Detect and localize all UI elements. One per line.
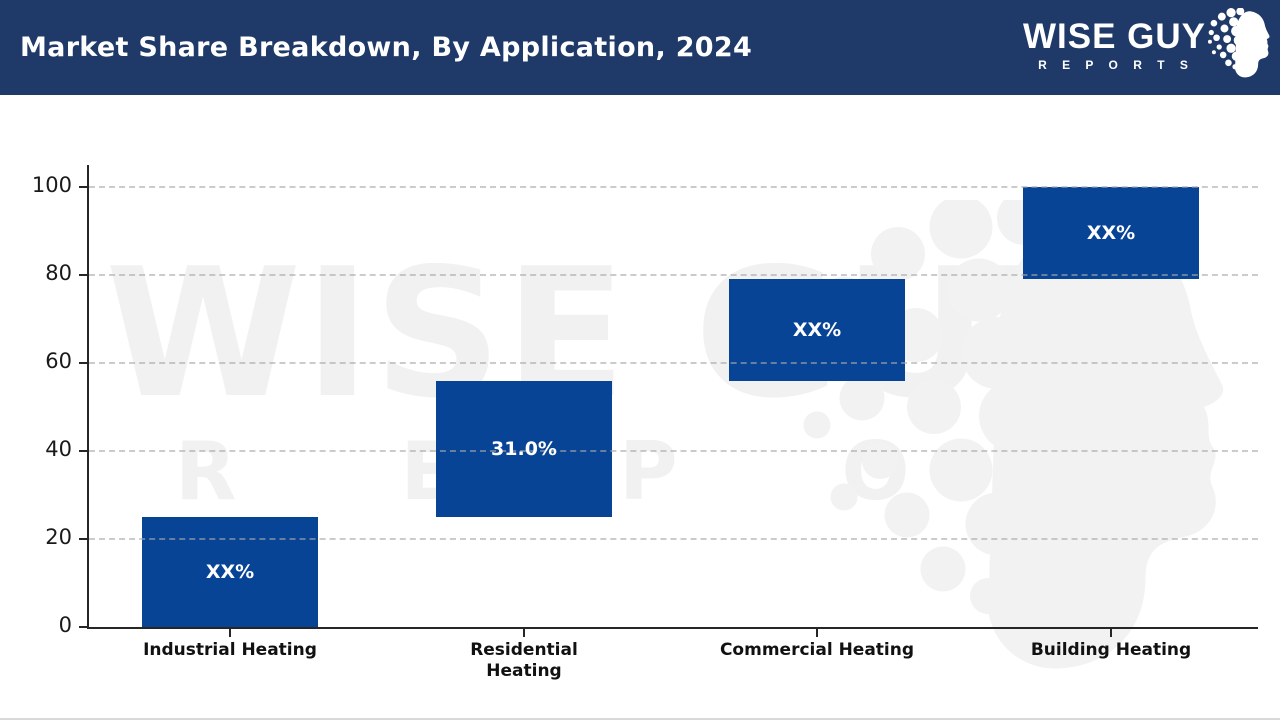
y-axis-tick: [79, 186, 87, 188]
y-axis-line: [87, 165, 89, 629]
x-axis-tick: [1110, 629, 1112, 637]
gridline: [89, 274, 1258, 276]
bar-segment: [1023, 187, 1199, 280]
y-axis-tick-label: 60: [45, 349, 72, 373]
y-axis-tick: [79, 362, 87, 364]
brand-logo-subtitle: R E P O R T S: [1038, 57, 1194, 72]
x-axis-category-label: Industrial Heating: [143, 640, 317, 660]
header-bar: Market Share Breakdown, By Application, …: [0, 0, 1280, 95]
x-axis-tick: [816, 629, 818, 637]
y-axis-tick: [79, 538, 87, 540]
y-axis-tick: [79, 626, 87, 628]
page-title: Market Share Breakdown, By Application, …: [20, 32, 753, 63]
y-axis-tick: [79, 274, 87, 276]
x-axis-category-label: Building Heating: [1030, 640, 1192, 660]
x-axis-tick: [229, 629, 231, 637]
gridline: [89, 450, 1258, 452]
y-axis-tick: [79, 450, 87, 452]
brand-logo-text: WISE GUY R E P O R T S: [1023, 19, 1206, 72]
y-axis-tick-label: 80: [45, 261, 72, 285]
brand-logo-name: WISE GUY: [1022, 16, 1206, 56]
y-axis-tick-label: 100: [31, 173, 72, 197]
gridline: [89, 538, 1258, 540]
gridline: [89, 186, 1258, 188]
y-axis-tick-label: 40: [45, 437, 72, 461]
y-axis-tick-label: 20: [45, 525, 72, 549]
gridline: [89, 362, 1258, 364]
bar-segment: [436, 380, 612, 517]
brand-logo: WISE GUY R E P O R T S: [1023, 8, 1272, 82]
bar-value-label: XX%: [1086, 222, 1136, 245]
watermark-face-icon: [803, 200, 1224, 669]
bottom-border: [0, 718, 1280, 720]
x-axis-tick: [523, 629, 525, 637]
bar-value-label: XX%: [792, 319, 842, 341]
x-axis-category-label: Residential Heating: [470, 640, 578, 682]
bar-value-label: XX%: [205, 561, 255, 583]
bar-segment: [142, 517, 318, 627]
x-axis-category-label: Commercial Heating: [719, 640, 915, 660]
x-axis-line: [87, 627, 1258, 629]
bar-value-label: 31.0%: [491, 437, 557, 460]
wise-guy-face-icon: [1207, 8, 1270, 78]
y-axis-tick-label: 0: [58, 613, 72, 637]
